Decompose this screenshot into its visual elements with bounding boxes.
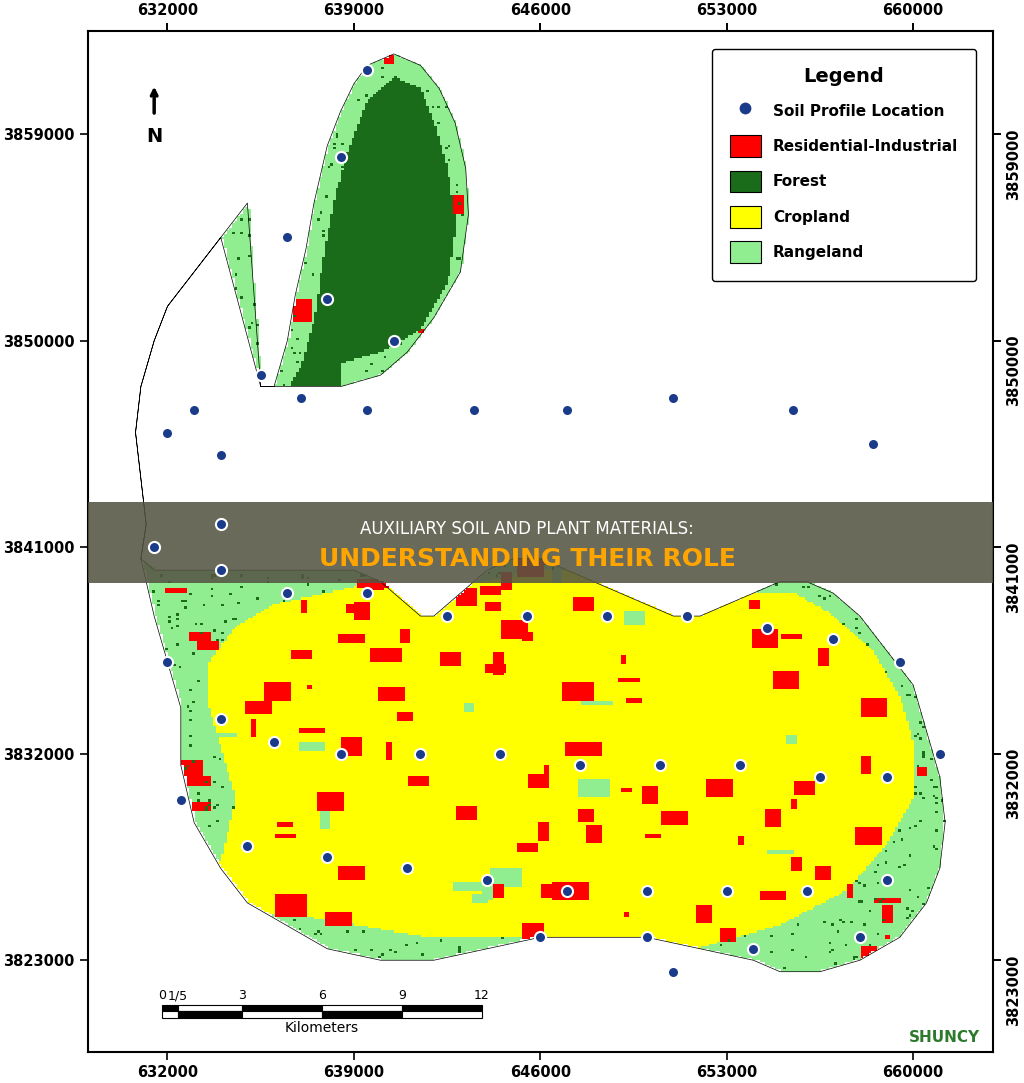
Bar	[178, 1005, 242, 1012]
Bar	[401, 1012, 481, 1018]
Text: 0: 0	[158, 989, 166, 1002]
Text: 9: 9	[398, 989, 406, 1002]
Text: 6: 6	[318, 989, 326, 1002]
Bar	[242, 1012, 322, 1018]
FancyBboxPatch shape	[88, 503, 993, 583]
Text: N: N	[146, 128, 162, 146]
Text: 12: 12	[474, 989, 489, 1002]
Bar	[322, 1012, 401, 1018]
Legend: Soil Profile Location, Residential-Industrial, Forest, Cropland, Rangeland: Soil Profile Location, Residential-Indus…	[712, 49, 976, 282]
Text: Kilometers: Kilometers	[285, 1021, 359, 1035]
Text: 3: 3	[239, 989, 246, 1002]
Bar	[242, 1005, 322, 1012]
Text: UNDERSTANDING THEIR ROLE: UNDERSTANDING THEIR ROLE	[318, 547, 735, 571]
Text: SHUNCY: SHUNCY	[908, 1030, 980, 1045]
Text: AUXILIARY SOIL AND PLANT MATERIALS:: AUXILIARY SOIL AND PLANT MATERIALS:	[360, 520, 694, 538]
Bar	[401, 1005, 481, 1012]
Bar	[162, 1012, 178, 1018]
Bar	[178, 1012, 242, 1018]
Bar	[162, 1005, 178, 1012]
Bar	[322, 1005, 401, 1012]
Text: 1/5: 1/5	[168, 989, 188, 1002]
